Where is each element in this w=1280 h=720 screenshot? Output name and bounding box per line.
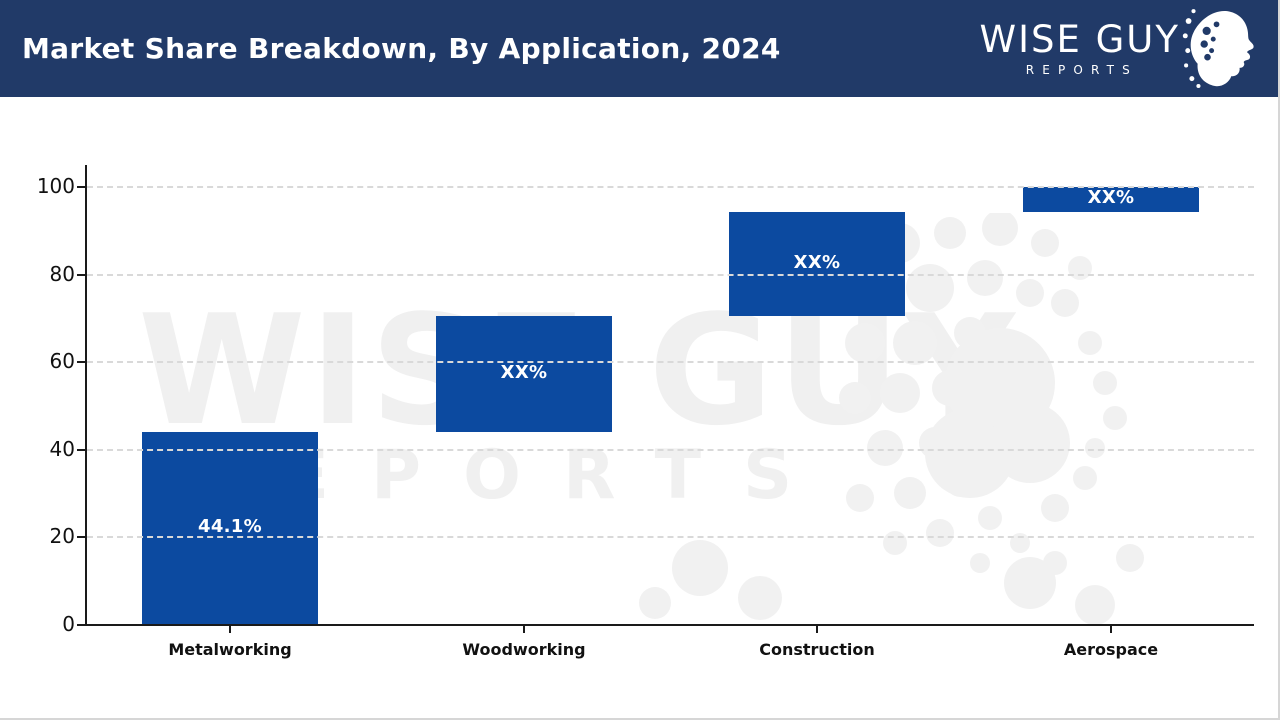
x-category-label: Construction: [759, 640, 875, 659]
x-tick-mark: [229, 626, 231, 633]
y-axis-spine: [85, 165, 87, 625]
y-tick-mark: [77, 536, 85, 539]
watermark-head-graphic: [639, 213, 1144, 625]
y-tick-mark: [77, 448, 85, 451]
logo-wordmark: WISE GUY: [979, 17, 1180, 61]
bar-aerospace: [1023, 187, 1199, 212]
gridline: [87, 448, 1254, 451]
x-axis-spine: [85, 624, 1254, 626]
y-tick-label: 60: [49, 349, 75, 374]
y-tick-label: 100: [36, 174, 75, 198]
bar-woodworking: [436, 316, 612, 432]
y-tick-label: 40: [49, 436, 75, 461]
bar-value-label: XX%: [793, 252, 841, 274]
gridline: [87, 273, 1254, 276]
gridline: [87, 186, 1254, 188]
bar-value-label: XX%: [1087, 187, 1135, 209]
wise-guy-logo: WISE GUY REPORTS: [980, 7, 1256, 91]
y-tick-label: 0: [62, 612, 75, 636]
y-tick-mark: [77, 624, 85, 626]
gridline: [87, 536, 1254, 539]
y-tick-label: 20: [49, 524, 75, 549]
y-tick-mark: [77, 273, 85, 276]
gridline: [87, 361, 1254, 364]
x-category-label: Aerospace: [1063, 640, 1159, 659]
logo-subtitle: REPORTS: [1025, 62, 1138, 77]
wise-guy-head-icon: [1182, 8, 1254, 88]
y-tick-label: 80: [49, 261, 75, 286]
page-title: Market Share Breakdown, By Application, …: [22, 32, 781, 65]
x-tick-mark: [1110, 626, 1112, 633]
y-tick-mark: [77, 186, 85, 188]
bar-value-label: XX%: [500, 362, 548, 384]
y-tick-mark: [77, 361, 85, 364]
logo-text: WISE GUY REPORTS: [980, 21, 1180, 77]
x-tick-mark: [816, 626, 818, 633]
x-category-label: Metalworking: [168, 640, 292, 659]
bar-metalworking: [142, 431, 318, 625]
bar-value-label: 44.1%: [198, 516, 262, 538]
x-tick-mark: [523, 626, 525, 633]
x-category-label: Woodworking: [462, 640, 586, 659]
bar-construction: [729, 211, 905, 317]
header-bar: Market Share Breakdown, By Application, …: [0, 0, 1278, 97]
